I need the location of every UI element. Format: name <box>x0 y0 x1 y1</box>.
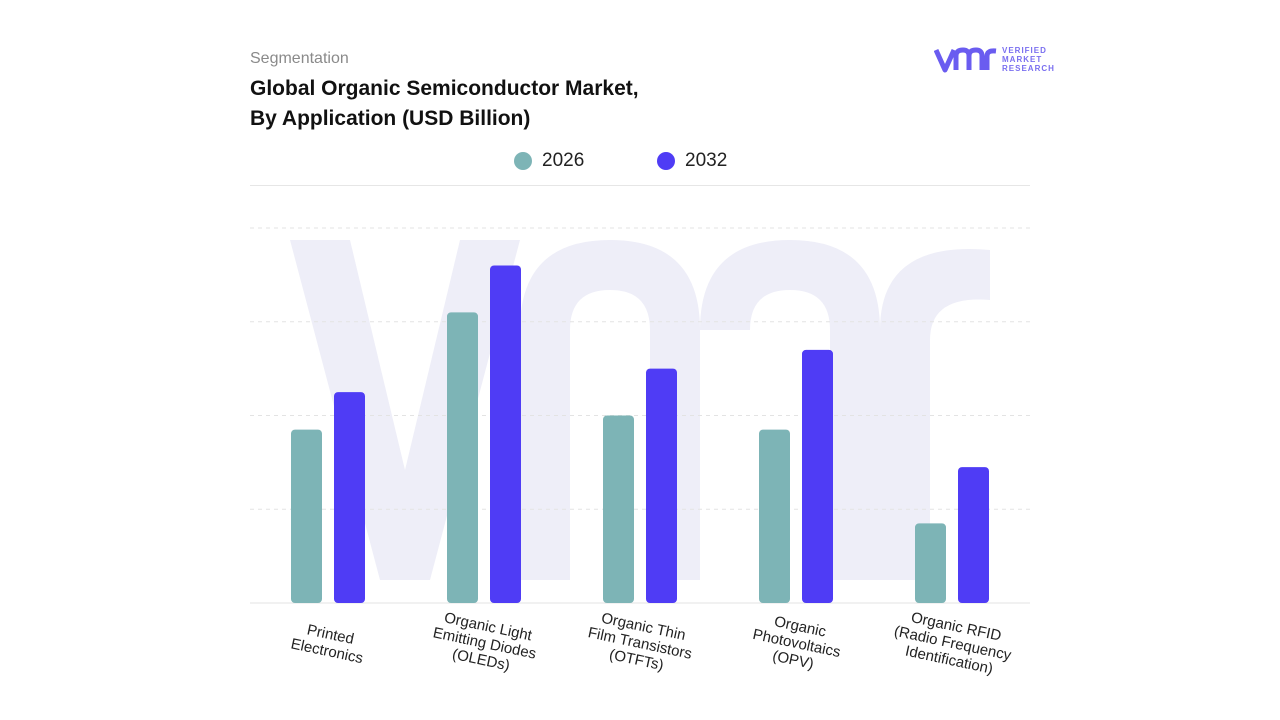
watermark-r-shape <box>880 249 990 580</box>
chart-legend: 2026 2032 <box>0 150 1280 174</box>
chart-title-line-1: Global Organic Semiconductor Market, <box>250 77 639 100</box>
legend-item-2026: 2026 <box>514 150 584 172</box>
bar-2032-0 <box>334 392 365 603</box>
legend-divider <box>250 185 1030 186</box>
legend-label-2032: 2032 <box>685 150 728 171</box>
bar-2026-0 <box>291 429 322 603</box>
bar-2032-2 <box>646 368 677 603</box>
bar-2026-4 <box>915 523 946 603</box>
chart-title-line-2: By Application (USD Billion) <box>250 107 531 130</box>
bar-2032-3 <box>802 349 833 603</box>
bar-2026-2 <box>603 415 634 603</box>
bar-2032-4 <box>958 467 989 603</box>
legend-item-2032: 2032 <box>657 150 727 172</box>
logo-line-3: RESEARCH <box>1002 64 1055 73</box>
logo-line-2: MARKET <box>1002 55 1043 64</box>
legend-swatch-2032 <box>657 152 675 170</box>
logo-line-1: VERIFIED <box>1002 46 1047 55</box>
watermark-v-shape <box>290 240 520 580</box>
header-subtitle: Segmentation <box>250 50 349 67</box>
vmr-logo-icon <box>934 47 997 73</box>
logo-wordmark: VERIFIED MARKET RESEARCH <box>1002 46 1055 73</box>
bar-2032-1 <box>490 265 521 603</box>
bar-2026-1 <box>447 312 478 603</box>
bar-2026-3 <box>759 429 790 603</box>
legend-label-2026: 2026 <box>542 150 585 171</box>
watermark-m-right <box>700 240 880 580</box>
legend-swatch-2026 <box>514 152 532 170</box>
chart-title: Global Organic Semiconductor Market, By … <box>250 74 639 134</box>
